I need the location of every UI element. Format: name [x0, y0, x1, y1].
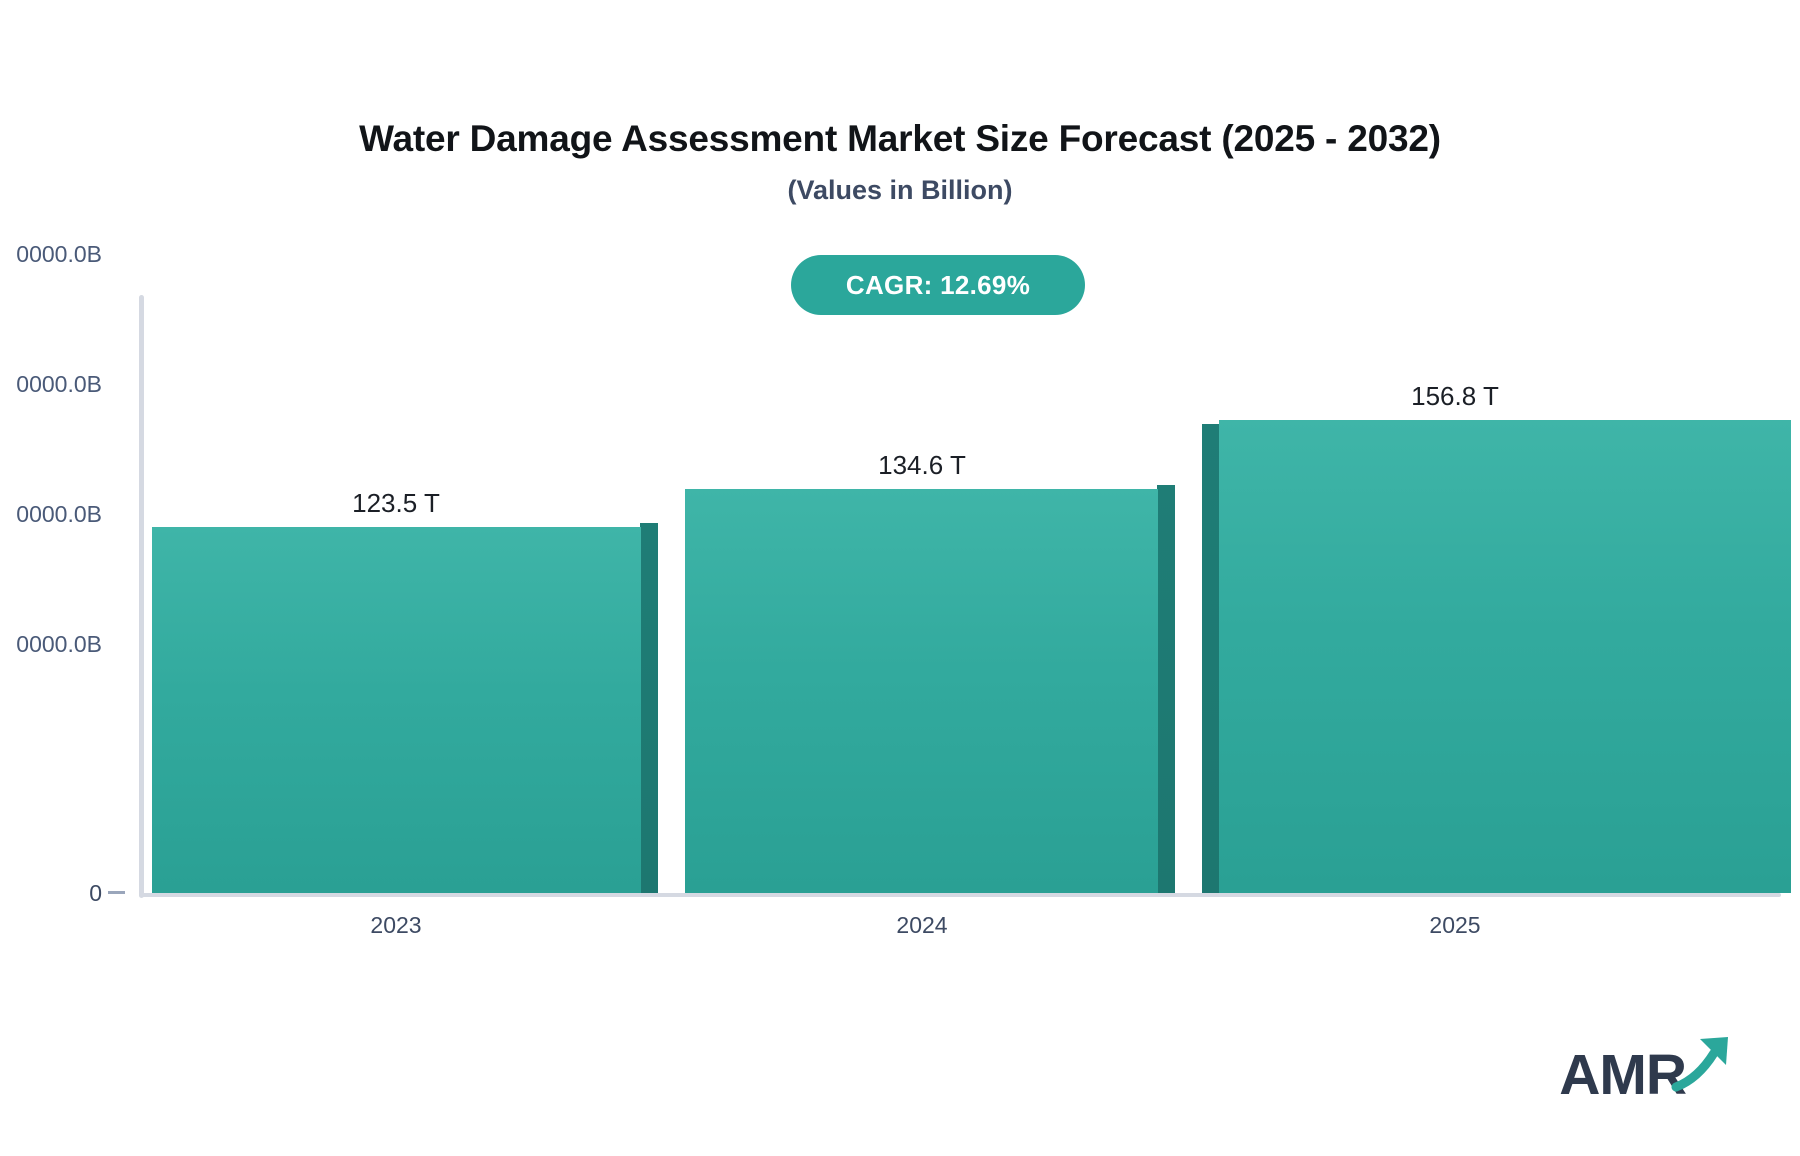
bar-side-face [1157, 485, 1175, 893]
bar-side-face [1202, 424, 1220, 893]
chart-subtitle: (Values in Billion) [787, 175, 1013, 205]
bar-2023[interactable] [152, 527, 641, 893]
cagr-badge: CAGR: 12.69% [791, 255, 1085, 315]
amr-logo-text: AMR [1559, 1043, 1687, 1107]
y-tick-label: 0000.0B [16, 631, 102, 657]
y-axis-zero-tick [108, 891, 125, 894]
y-tick-label: 0000.0B [16, 241, 102, 267]
y-tick-label: 0000.0B [16, 501, 102, 527]
y-axis-line [139, 295, 144, 898]
x-tick-label-2024: 2024 [896, 912, 948, 938]
bar-side-face [640, 523, 658, 893]
page-title: Water Damage Assessment Market Size Fore… [359, 118, 1441, 159]
bar-2024[interactable] [685, 489, 1158, 893]
amr-logo: AMR [1559, 1031, 1740, 1104]
y-tick-label: 0000.0B [16, 371, 102, 397]
bar-value-label: 134.6 T [878, 450, 966, 480]
bar-value-label: 123.5 T [352, 488, 440, 518]
bar-2025[interactable] [1219, 420, 1791, 893]
x-tick-label-2023: 2023 [370, 912, 422, 938]
bar-value-label: 156.8 T [1411, 381, 1499, 411]
growth-arrow-icon [1670, 1031, 1740, 1098]
x-tick-label-2025: 2025 [1429, 912, 1481, 938]
cagr-badge-label: CAGR: 12.69% [845, 269, 1031, 300]
y-tick-label-zero: 0 [89, 880, 102, 906]
x-axis-line [139, 893, 1781, 897]
